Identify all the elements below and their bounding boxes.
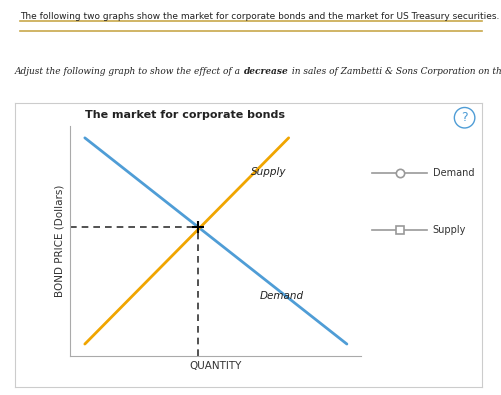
Text: ?: ? [460, 111, 467, 124]
Text: in sales of Zambetti & Sons Corporation on the market for corporate bonds.: in sales of Zambetti & Sons Corporation … [288, 67, 501, 75]
Text: Adjust the following graph to show the effect of a: Adjust the following graph to show the e… [15, 67, 243, 75]
Text: Demand: Demand [259, 292, 303, 301]
Y-axis label: BOND PRICE (Dollars): BOND PRICE (Dollars) [55, 185, 65, 297]
Text: Supply: Supply [432, 225, 465, 235]
Text: Demand: Demand [432, 168, 473, 178]
Text: The following two graphs show the market for corporate bonds and the market for : The following two graphs show the market… [20, 12, 498, 21]
X-axis label: QUANTITY: QUANTITY [189, 361, 241, 371]
Text: decrease: decrease [243, 67, 288, 75]
Text: Supply: Supply [250, 167, 286, 177]
Text: The market for corporate bonds: The market for corporate bonds [85, 110, 284, 120]
